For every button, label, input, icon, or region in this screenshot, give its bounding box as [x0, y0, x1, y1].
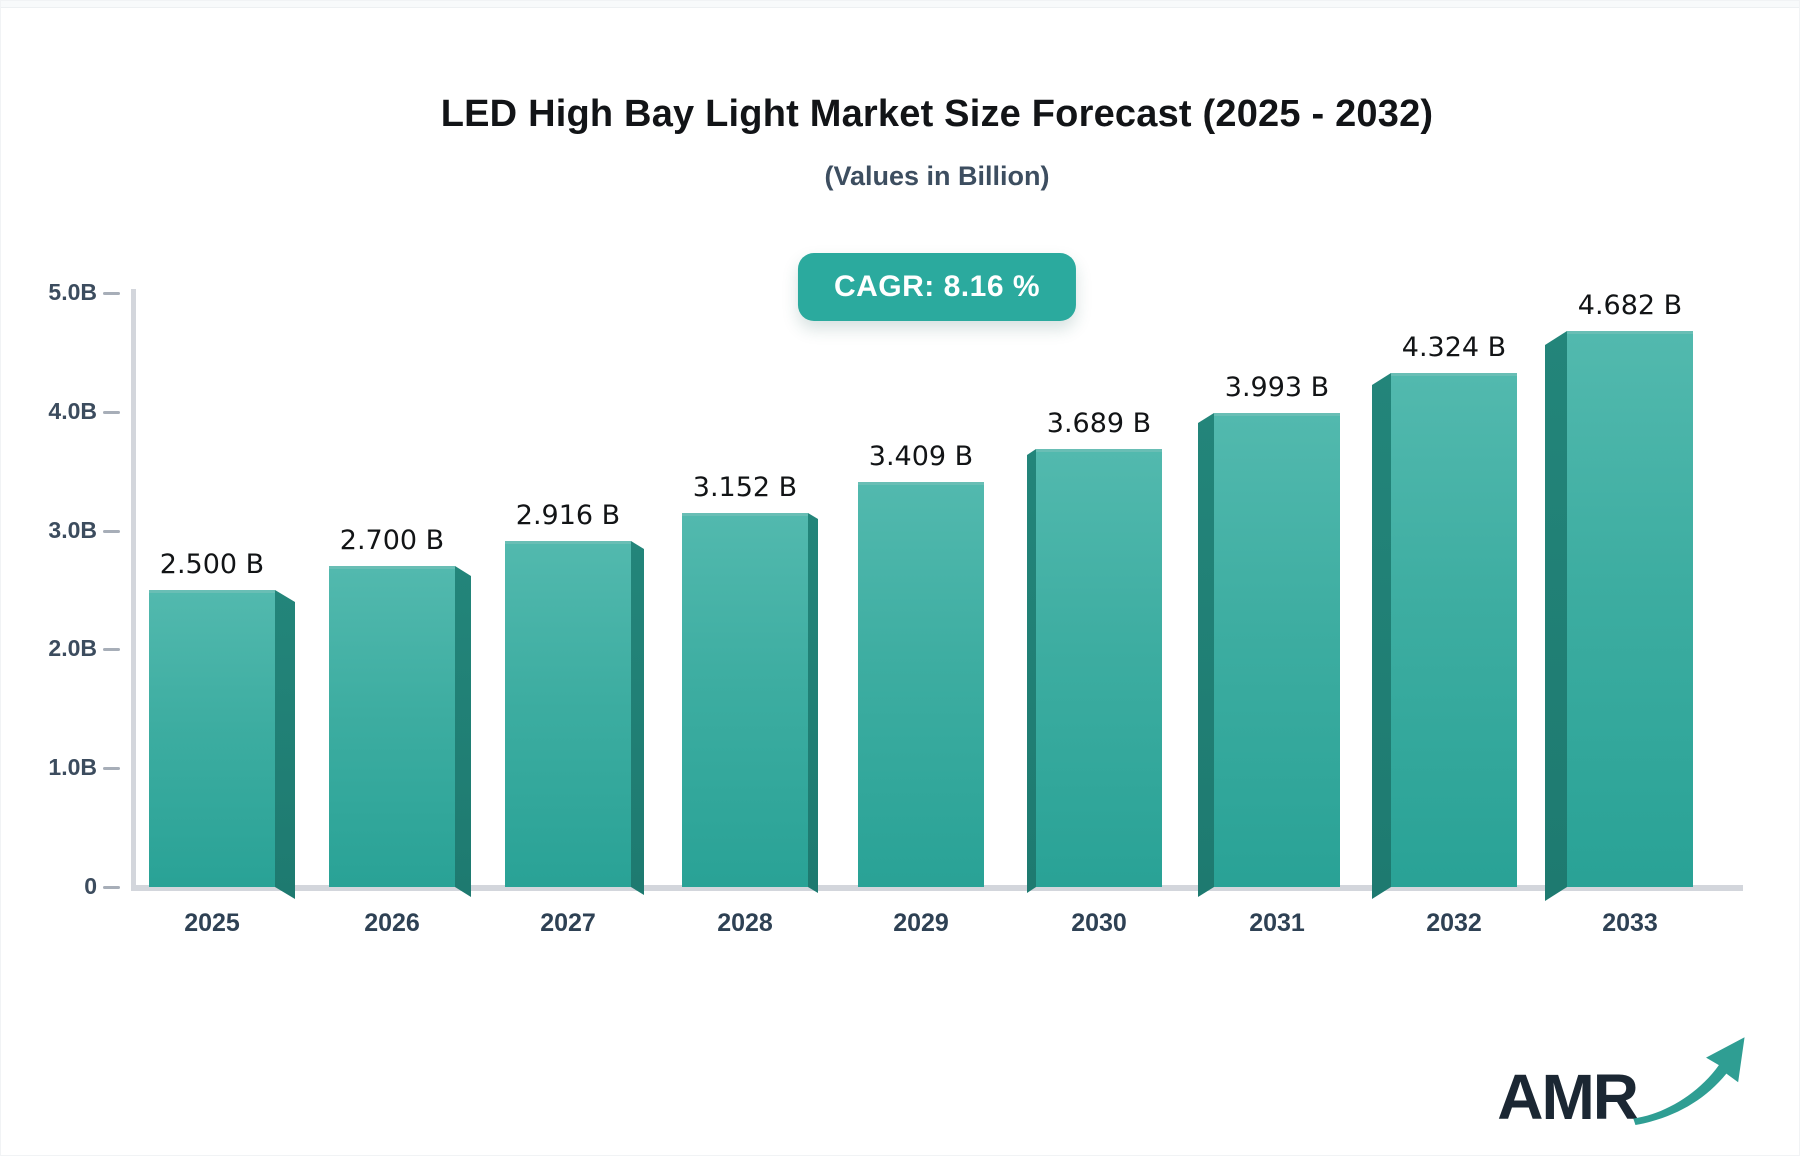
- x-axis-label-2030: 2030: [1071, 909, 1127, 937]
- bar-side-face-2027: [631, 541, 644, 895]
- top-border-strip: [1, 1, 1799, 8]
- bar-side-face-2030: [1027, 449, 1036, 893]
- y-tick-mark: [103, 886, 120, 889]
- x-axis-line: [131, 885, 1743, 891]
- bar-side-face-2033: [1545, 331, 1567, 901]
- x-axis-label-2031: 2031: [1249, 909, 1305, 937]
- bar-value-label-2033: 4.682 B: [1577, 290, 1683, 321]
- bar-2029: [858, 482, 984, 887]
- bar-2026: [329, 566, 455, 887]
- bar-side-face-2032: [1372, 373, 1391, 899]
- bar-value-label-2025: 2.500 B: [159, 549, 265, 580]
- y-axis-tick-label: 5.0B: [48, 279, 97, 305]
- y-axis-tick-label: 4.0B: [48, 397, 97, 424]
- growth-arrow-icon: [1633, 1037, 1745, 1125]
- bar-value-label-2032: 4.324 B: [1401, 332, 1507, 363]
- amr-logo-text: AMR: [1497, 1061, 1639, 1133]
- y-axis-tick-label: 0: [84, 873, 97, 899]
- y-axis-line: [131, 289, 136, 887]
- bar-2033: [1567, 331, 1693, 887]
- chart-subtitle: (Values in Billion): [824, 161, 1050, 191]
- x-axis-label-2029: 2029: [893, 909, 949, 937]
- x-axis-label-2027: 2027: [540, 909, 596, 937]
- bar-2027: [505, 541, 631, 887]
- y-tick-mark: [103, 767, 120, 771]
- bar-value-label-2029: 3.409 B: [868, 441, 974, 472]
- x-axis-label-2032: 2032: [1426, 909, 1482, 937]
- bar-value-label-2031: 3.993 B: [1224, 372, 1330, 403]
- bar-2031: [1214, 413, 1340, 887]
- x-axis-label-2025: 2025: [184, 909, 240, 937]
- chart-title: LED High Bay Light Market Size Forecast …: [440, 93, 1434, 135]
- amr-logo: AMR: [1497, 1033, 1749, 1129]
- bar-value-label-2026: 2.700 B: [339, 525, 445, 556]
- bar-value-label-2028: 3.152 B: [692, 472, 798, 503]
- y-axis-tick-label: 1.0B: [48, 754, 97, 781]
- x-axis-label-2026: 2026: [364, 909, 420, 937]
- y-axis-tick-label: 3.0B: [48, 516, 97, 543]
- bar-value-label-2030: 3.689 B: [1046, 408, 1152, 439]
- bar-side-face-2025: [275, 590, 295, 899]
- y-axis-tick-label: 2.0B: [48, 635, 97, 662]
- bar-side-face-2026: [455, 566, 471, 897]
- x-axis-label-2028: 2028: [717, 909, 773, 937]
- y-tick-mark: [103, 648, 120, 652]
- y-tick-mark: [103, 410, 120, 414]
- bar-2030: [1036, 449, 1162, 887]
- cagr-badge: CAGR: 8.16 %: [797, 253, 1077, 321]
- bar-2028: [682, 513, 808, 887]
- x-axis-label-2033: 2033: [1602, 909, 1658, 937]
- bar-side-face-2031: [1198, 413, 1214, 897]
- bar-side-face-2028: [808, 513, 818, 893]
- bar-value-label-2027: 2.916 B: [515, 500, 621, 531]
- bar-2032: [1391, 373, 1517, 887]
- y-tick-mark: [103, 292, 120, 295]
- bar-2025: [149, 590, 275, 887]
- y-tick-mark: [103, 529, 120, 533]
